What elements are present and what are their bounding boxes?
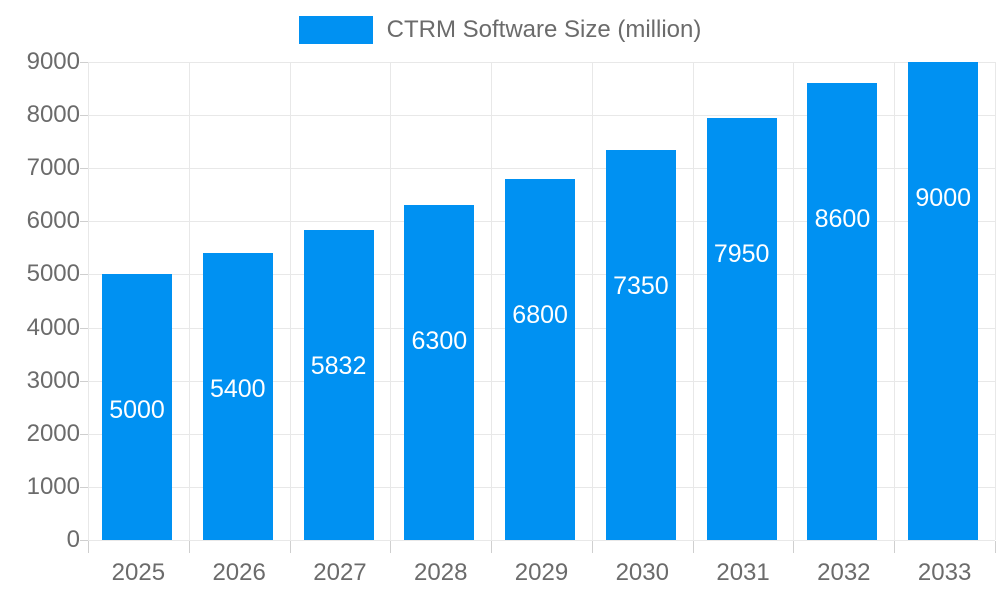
x-axis-tick-label: 2031 — [716, 559, 770, 586]
bar-value-label: 6800 — [512, 300, 568, 329]
y-axis-tick-label: 8000 — [26, 101, 80, 129]
gridline-vertical — [995, 62, 996, 540]
bar-slot: 6300 — [390, 62, 491, 540]
gridline-vertical — [88, 62, 89, 540]
bar-slot: 5400 — [189, 62, 290, 540]
x-axis-tick-mark — [88, 541, 89, 553]
x-axis-tick-label: 2033 — [917, 559, 972, 586]
gridline-vertical — [592, 62, 593, 540]
y-axis-tick-label: 9000 — [26, 48, 80, 75]
y-axis-tick-mark — [80, 221, 88, 223]
gridline-vertical — [793, 62, 794, 540]
y-axis-tick-mark — [80, 327, 88, 329]
gridline-horizontal — [88, 540, 995, 541]
y-axis-tick-label: 0 — [66, 526, 80, 553]
x-axis-tick-mark — [290, 541, 291, 553]
y-axis-tick-label: 2000 — [26, 419, 80, 447]
bar[interactable] — [404, 205, 475, 540]
y-axis-tick-mark — [80, 486, 88, 488]
bar-value-label: 5000 — [109, 396, 165, 425]
y-axis-tick-mark — [80, 62, 88, 63]
x-axis-tick-labels: 2025 2026 2027 2028 2029 2030 2031 2032 2033 — [88, 541, 996, 600]
bar-value-label: 5400 — [209, 375, 266, 404]
x-axis-tick-label: 2026 — [212, 559, 266, 586]
bar[interactable] — [807, 83, 878, 540]
x-axis-tick-label: 2030 — [615, 559, 669, 586]
bar-slot: 9000 — [894, 62, 995, 540]
bar-slot: 7950 — [693, 62, 794, 540]
bar-slot: 6800 — [491, 62, 592, 540]
gridline-horizontal — [88, 62, 995, 63]
gridline-vertical — [390, 62, 391, 540]
x-axis-tick-label: 2028 — [414, 559, 468, 586]
y-axis-tick-label: 1000 — [26, 472, 80, 500]
legend-color-swatch — [298, 16, 373, 44]
y-axis-tick-label: 6000 — [26, 207, 80, 235]
x-axis-tick-mark — [793, 541, 794, 553]
y-axis-tick-label: 3000 — [26, 366, 80, 394]
gridline-horizontal — [88, 168, 995, 170]
chart-legend: CTRM Software Size (million) — [0, 10, 1000, 50]
y-axis-tick-mark — [80, 433, 88, 435]
bar-slot: 8600 — [793, 62, 894, 540]
gridline-horizontal — [88, 115, 995, 117]
bar-slot: 5832 — [290, 62, 391, 540]
y-axis-tick-mark — [80, 540, 88, 541]
x-axis-tick-mark — [390, 541, 391, 553]
y-axis-tick-mark — [80, 380, 88, 382]
y-axis-tick-label: 7000 — [26, 154, 80, 182]
x-axis-tick-mark — [693, 541, 694, 553]
plot-area: 5000 5400 5832 6300 6800 7350 7950 8600 9000 — [88, 62, 996, 541]
y-axis-tick-mark — [80, 115, 88, 117]
bar[interactable] — [505, 178, 576, 540]
bar[interactable] — [102, 274, 172, 540]
x-axis-tick-mark — [894, 541, 895, 553]
bar-value-label: 7950 — [713, 239, 770, 268]
x-axis-tick-mark — [189, 541, 190, 553]
bar-value-label: 5832 — [310, 352, 367, 381]
x-axis-tick-label: 2029 — [514, 559, 569, 586]
y-axis-tick-label: 5000 — [26, 260, 80, 288]
bar-value-label: 8600 — [814, 205, 871, 234]
bar-slot: 5000 — [88, 62, 189, 540]
x-axis-tick-label: 2032 — [817, 559, 871, 586]
bar-value-label: 7350 — [613, 271, 669, 300]
bar-value-label: 9000 — [915, 184, 972, 212]
bar[interactable] — [303, 230, 374, 540]
bar-value-label: 6300 — [411, 327, 468, 356]
gridline-vertical — [189, 62, 190, 540]
y-axis-tick-labels: 0 1000 2000 3000 4000 5000 6000 7000 8000 9000 — [0, 0, 88, 600]
legend-label: CTRM Software Size (million) — [386, 16, 702, 43]
y-axis-tick-label: 4000 — [26, 313, 80, 341]
bar[interactable] — [202, 253, 273, 540]
x-axis-tick-label: 2027 — [313, 559, 367, 586]
bar-slot: 7350 — [592, 62, 693, 540]
x-axis-tick-mark — [592, 541, 593, 553]
gridline-vertical — [894, 62, 895, 540]
y-axis-tick-mark — [80, 274, 88, 276]
bar[interactable] — [706, 117, 777, 540]
gridline-vertical — [491, 62, 492, 540]
bar[interactable] — [908, 62, 979, 540]
bar[interactable] — [605, 149, 676, 540]
x-axis-tick-mark — [491, 541, 492, 553]
x-axis-tick-label: 2025 — [111, 559, 166, 586]
gridline-vertical — [693, 62, 694, 540]
y-axis-tick-mark — [80, 168, 88, 170]
gridline-vertical — [290, 62, 291, 540]
x-axis-tick-mark — [995, 541, 996, 553]
